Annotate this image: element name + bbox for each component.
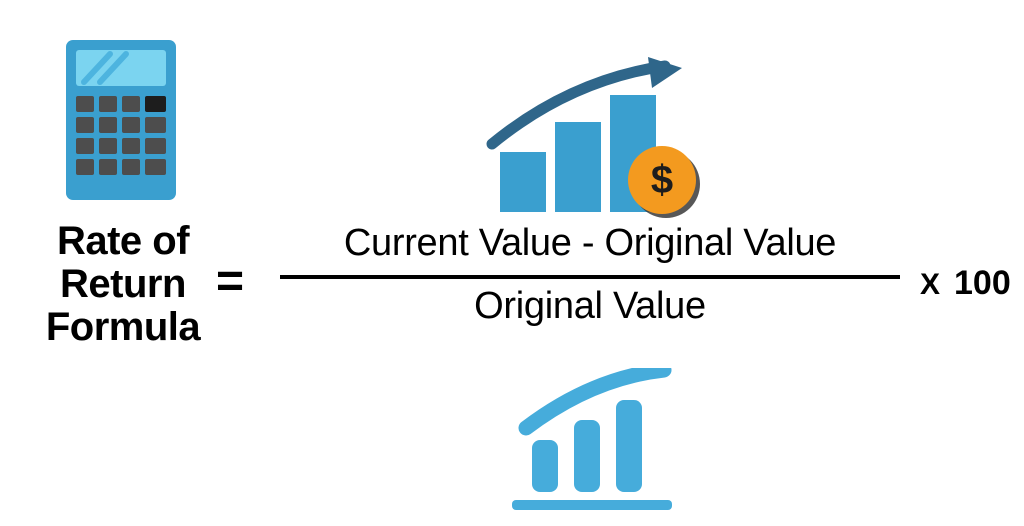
multiply-symbol: X bbox=[920, 268, 941, 302]
fraction-numerator: Current Value - Original Value bbox=[280, 222, 900, 265]
title-line-1: Rate of bbox=[57, 219, 189, 263]
title-line-2: Return bbox=[60, 262, 186, 306]
growth-chart-coin-icon: $ bbox=[470, 52, 730, 227]
fraction-bar bbox=[280, 275, 900, 279]
growth-chart-icon bbox=[492, 368, 692, 523]
calculator-icon bbox=[66, 40, 176, 205]
fraction-denominator: Original Value bbox=[280, 285, 900, 328]
formula-title: Rate of Return Formula bbox=[28, 220, 218, 350]
multiply-value: 100 bbox=[954, 264, 1011, 303]
title-line-3: Formula bbox=[46, 305, 200, 349]
equals-sign: = bbox=[216, 258, 244, 306]
fraction: Current Value - Original Value Original … bbox=[280, 222, 900, 328]
svg-text:$: $ bbox=[651, 158, 673, 202]
formula-infographic: $ Rate of Return Formula = Current Value… bbox=[0, 0, 1024, 526]
